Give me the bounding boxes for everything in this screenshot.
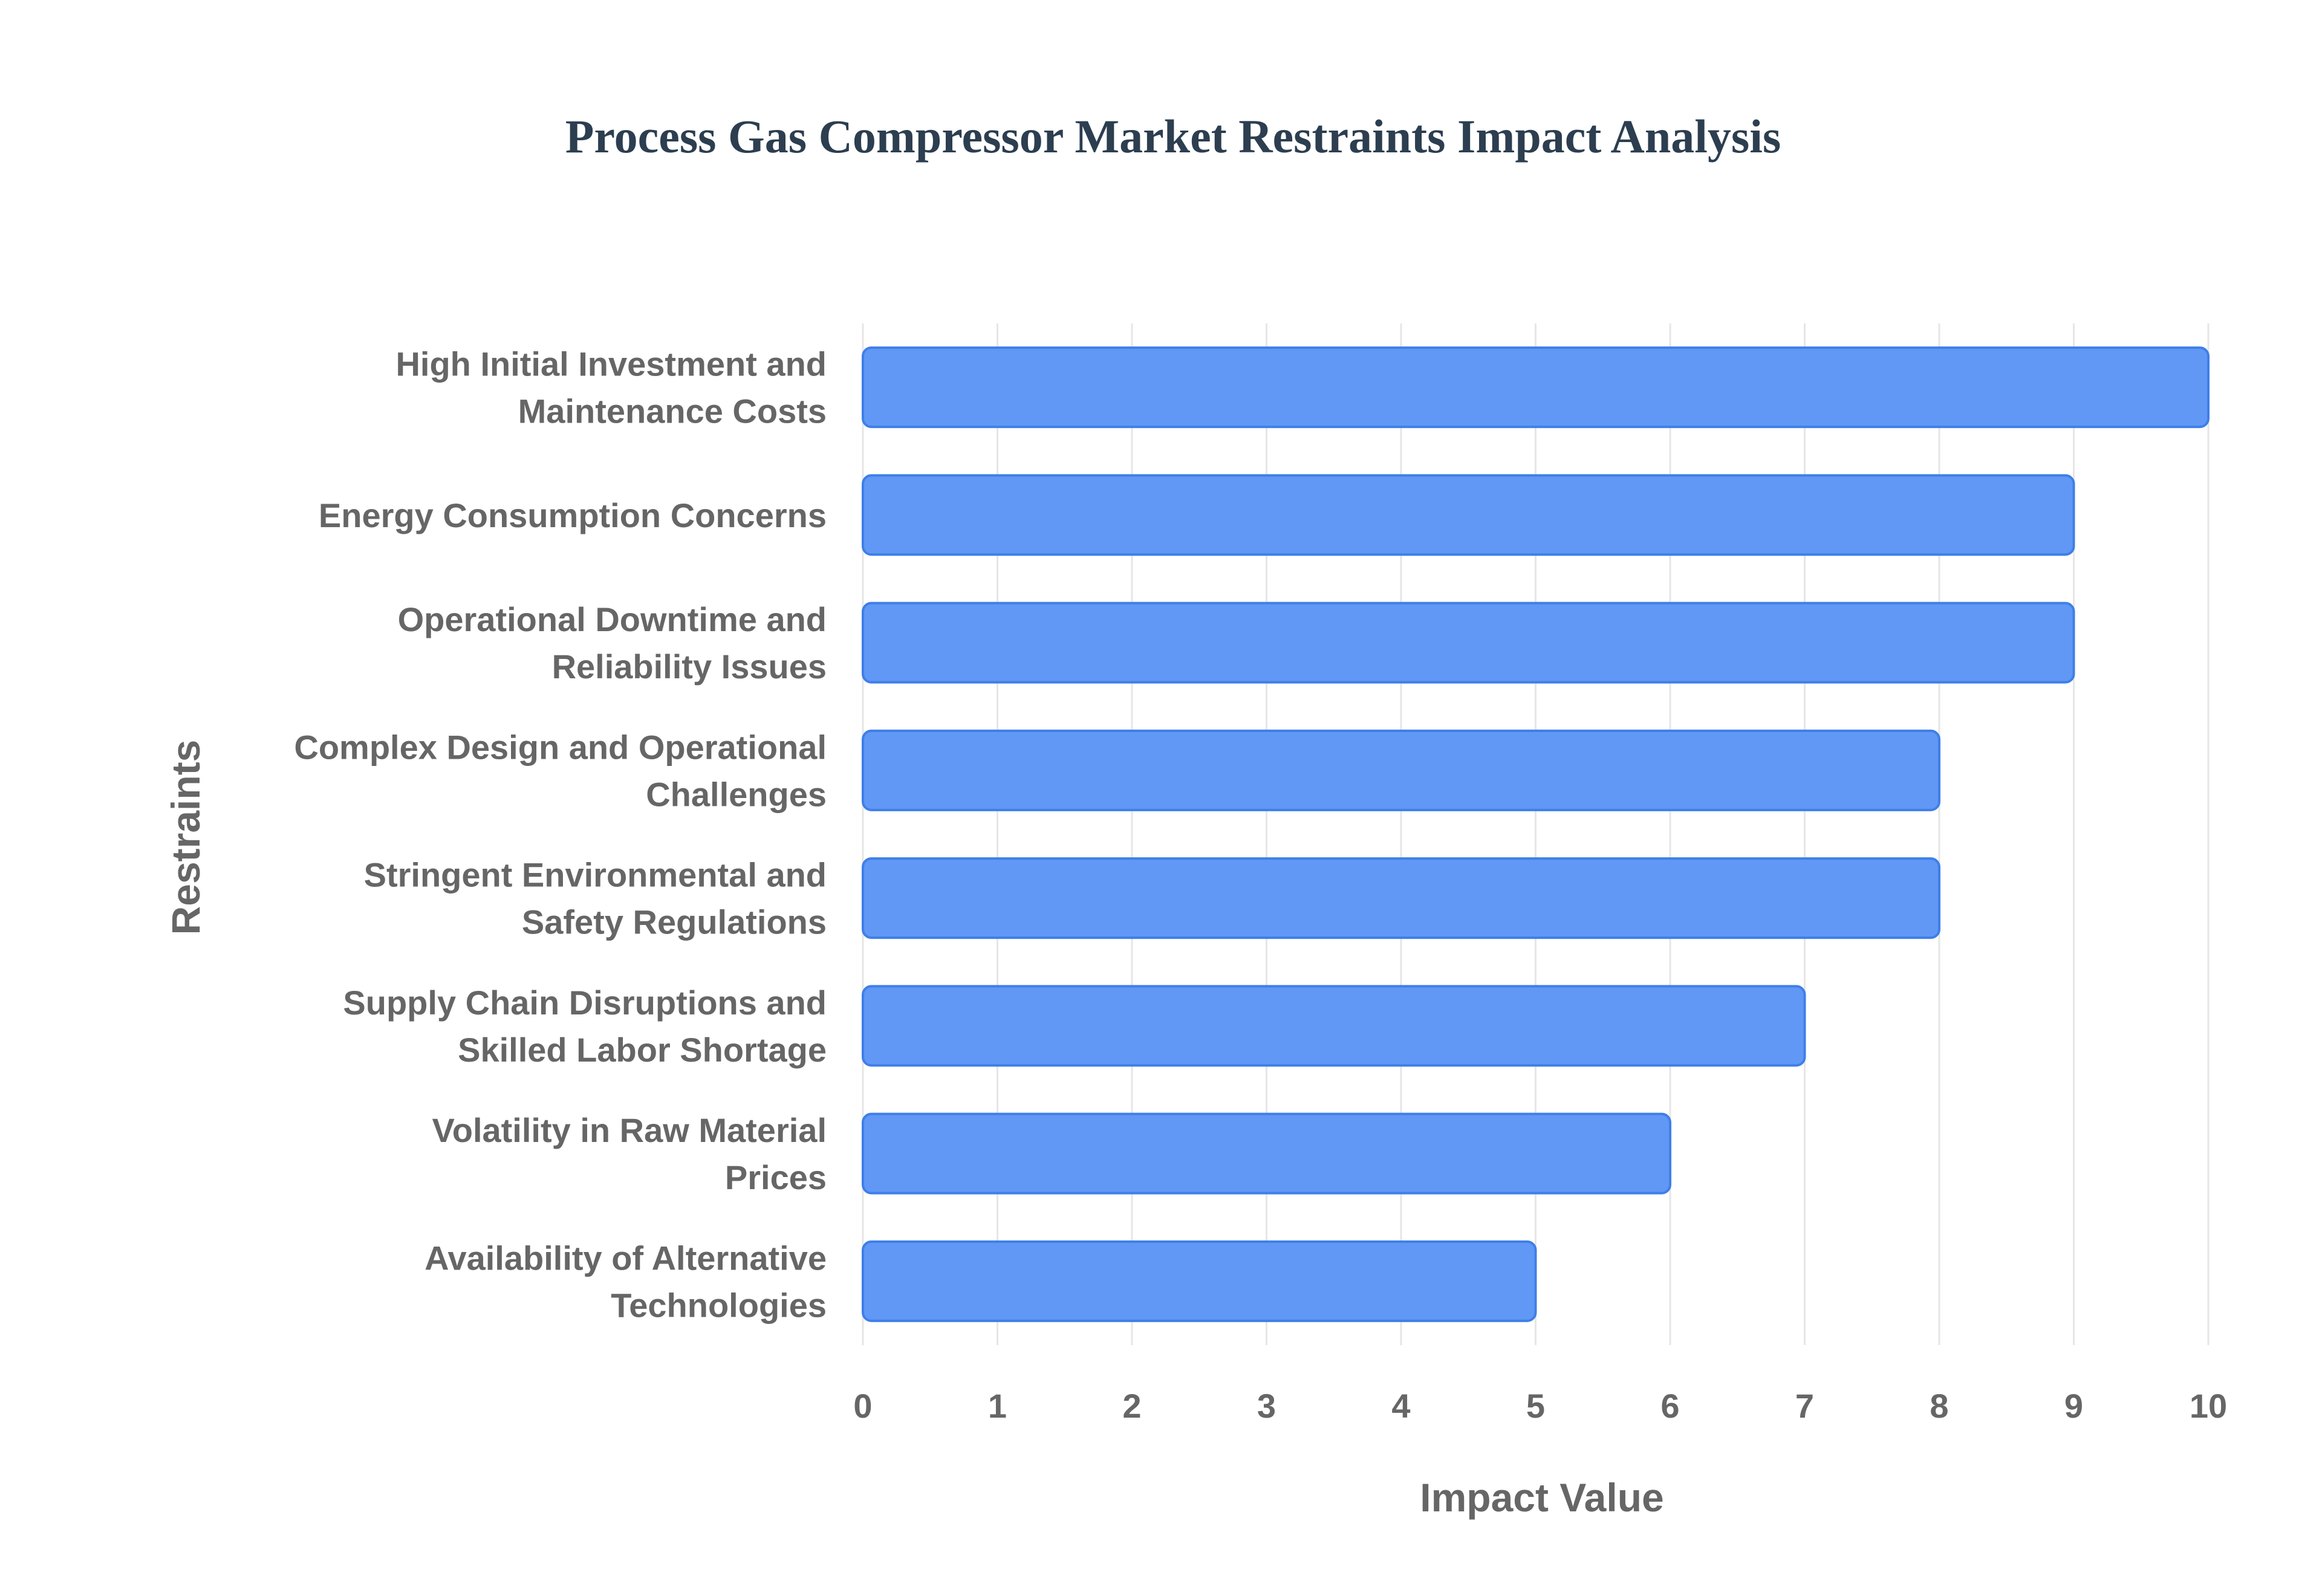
chart-title: Process Gas Compressor Market Restraints…: [565, 110, 1781, 163]
bar: [862, 857, 1940, 939]
x-tick-label: 6: [1660, 1387, 1679, 1425]
x-tick-label: 0: [853, 1387, 872, 1425]
category-label-line: Safety Regulations: [522, 903, 827, 941]
category-label: Availability of Alternative Technologies: [424, 1239, 827, 1324]
category-label-line: Operational Downtime and: [398, 600, 827, 638]
category-label-line: Supply Chain Disruptions and: [343, 984, 827, 1022]
bar: [862, 1240, 1537, 1322]
bar: [862, 474, 2075, 556]
category-label: Supply Chain Disruptions and Skilled Labo…: [343, 984, 827, 1069]
category-label: Complex Design and Operational Challenges: [294, 728, 827, 813]
category-label-line: Volatility in Raw Material: [432, 1111, 827, 1149]
category-label-line: Maintenance Costs: [518, 392, 827, 430]
category-label: Operational Downtime and Reliability Issu…: [398, 600, 827, 686]
x-tick-label: 2: [1122, 1387, 1141, 1425]
x-axis-title: Impact Value: [1420, 1475, 1664, 1520]
category-label-line: Skilled Labor Shortage: [458, 1031, 827, 1069]
bar: [862, 1112, 1671, 1195]
category-label-line: Prices: [725, 1158, 827, 1196]
category-label: Energy Consumption Concerns: [319, 496, 827, 534]
x-tick-label: 3: [1257, 1387, 1276, 1425]
x-tick-label: 1: [988, 1387, 1007, 1425]
category-label: Stringent Environmental and Safety Regula…: [364, 856, 827, 941]
category-label-line: Reliability Issues: [552, 647, 827, 686]
category-label-line: Technologies: [611, 1286, 827, 1324]
bar: [862, 985, 1806, 1067]
category-labels: High Initial Investment and Maintenance C…: [294, 345, 827, 1325]
category-label-line: Energy Consumption Concerns: [319, 496, 827, 534]
category-label: Volatility in Raw Material Prices: [432, 1111, 827, 1196]
category-label: High Initial Investment and Maintenance C…: [395, 345, 827, 430]
bar: [862, 729, 1940, 811]
x-tick-label: 7: [1795, 1387, 1814, 1425]
x-tick-label: 5: [1526, 1387, 1545, 1425]
category-label-line: Challenges: [646, 775, 827, 813]
x-tick-label: 8: [1930, 1387, 1948, 1425]
y-axis-title: Restraints: [163, 740, 208, 935]
x-tick-label: 4: [1391, 1387, 1410, 1425]
category-label-line: Complex Design and Operational: [294, 728, 827, 766]
x-tick-label: 10: [2190, 1387, 2227, 1425]
category-label-line: Availability of Alternative: [424, 1239, 827, 1277]
bar: [862, 346, 2210, 429]
category-label-line: Stringent Environmental and: [364, 856, 827, 894]
x-tick-labels: 0 1 2 3 4 5 6 7 8 9 10: [853, 1387, 2227, 1425]
x-tick-label: 9: [2064, 1387, 2083, 1425]
bars: [862, 346, 2210, 1322]
category-label-line: High Initial Investment and: [395, 345, 827, 383]
bar: [862, 602, 2075, 684]
